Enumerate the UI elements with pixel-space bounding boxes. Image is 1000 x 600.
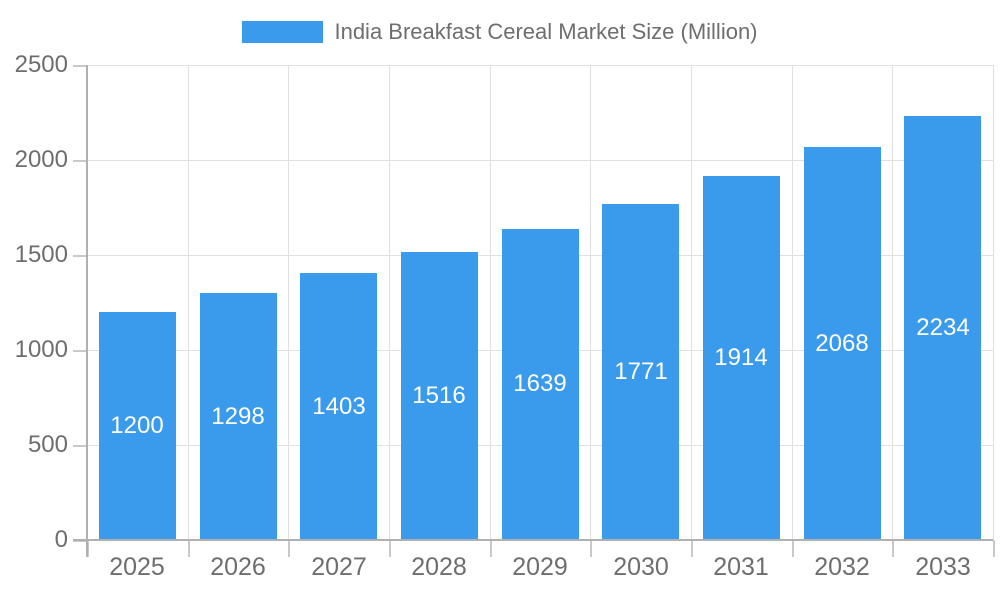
x-axis-tick [590, 540, 592, 557]
x-gridline [490, 65, 491, 540]
bar-value-label: 1771 [614, 358, 668, 385]
y-axis-tick [73, 160, 87, 162]
x-axis-tick [490, 540, 492, 557]
x-axis-tick-label: 2026 [210, 553, 266, 581]
bar-value-label: 1403 [312, 393, 366, 420]
bar [703, 176, 780, 540]
bar [804, 147, 881, 540]
bar [602, 204, 679, 540]
x-gridline [792, 65, 793, 540]
y-axis-tick-label: 2000 [14, 146, 68, 173]
x-gridline [993, 65, 994, 540]
x-gridline [892, 65, 893, 540]
x-axis-line [73, 539, 993, 541]
y-axis-tick-label: 1000 [14, 336, 68, 363]
x-axis-tick-label: 2033 [915, 553, 971, 581]
x-axis-tick-label: 2027 [311, 553, 367, 581]
bar-value-label: 1298 [211, 403, 265, 430]
bar-value-label: 1200 [110, 412, 164, 439]
y-axis-line [86, 65, 88, 557]
y-axis-tick [73, 350, 87, 352]
x-gridline [590, 65, 591, 540]
x-gridline [691, 65, 692, 540]
bar-value-label: 2234 [916, 314, 970, 341]
y-axis-tick [73, 445, 87, 447]
x-axis-tick [389, 540, 391, 557]
x-axis-tick [288, 540, 290, 557]
y-axis-tick [73, 65, 87, 67]
x-axis-tick [87, 540, 89, 557]
x-axis-tick [691, 540, 693, 557]
bar-value-label: 1639 [513, 370, 567, 397]
y-axis-tick-label: 0 [54, 526, 68, 553]
legend-label: India Breakfast Cereal Market Size (Mill… [334, 19, 758, 44]
x-gridline [389, 65, 390, 540]
bar [99, 312, 176, 540]
x-axis-tick-label: 2031 [713, 553, 769, 581]
bar [401, 252, 478, 540]
x-axis-tick [892, 540, 894, 557]
x-axis-tick-label: 2030 [613, 553, 669, 581]
bar-value-label: 2068 [815, 330, 869, 357]
bar [502, 229, 579, 540]
y-gridline [87, 160, 993, 161]
y-axis-tick-label: 500 [27, 431, 68, 458]
bar-value-label: 1516 [412, 382, 466, 409]
bar [200, 293, 277, 540]
y-gridline [87, 65, 993, 66]
x-axis-tick-label: 2028 [411, 553, 467, 581]
x-gridline [288, 65, 289, 540]
x-axis-tick-label: 2032 [814, 553, 870, 581]
legend[interactable]: India Breakfast Cereal Market Size (Mill… [0, 18, 1000, 46]
y-axis-tick [73, 255, 87, 257]
y-axis-tick [73, 540, 87, 542]
legend-swatch [242, 21, 324, 43]
bar [904, 116, 981, 540]
x-axis-tick [188, 540, 190, 557]
x-gridline [188, 65, 189, 540]
x-axis-tick-label: 2029 [512, 553, 568, 581]
bar-value-label: 1914 [714, 344, 768, 371]
bar [300, 273, 377, 540]
y-axis-tick-label: 2500 [14, 51, 68, 78]
y-axis-tick-label: 1500 [14, 241, 68, 268]
x-axis-tick [792, 540, 794, 557]
x-axis-tick [993, 540, 995, 557]
x-axis-tick-label: 2025 [109, 553, 165, 581]
